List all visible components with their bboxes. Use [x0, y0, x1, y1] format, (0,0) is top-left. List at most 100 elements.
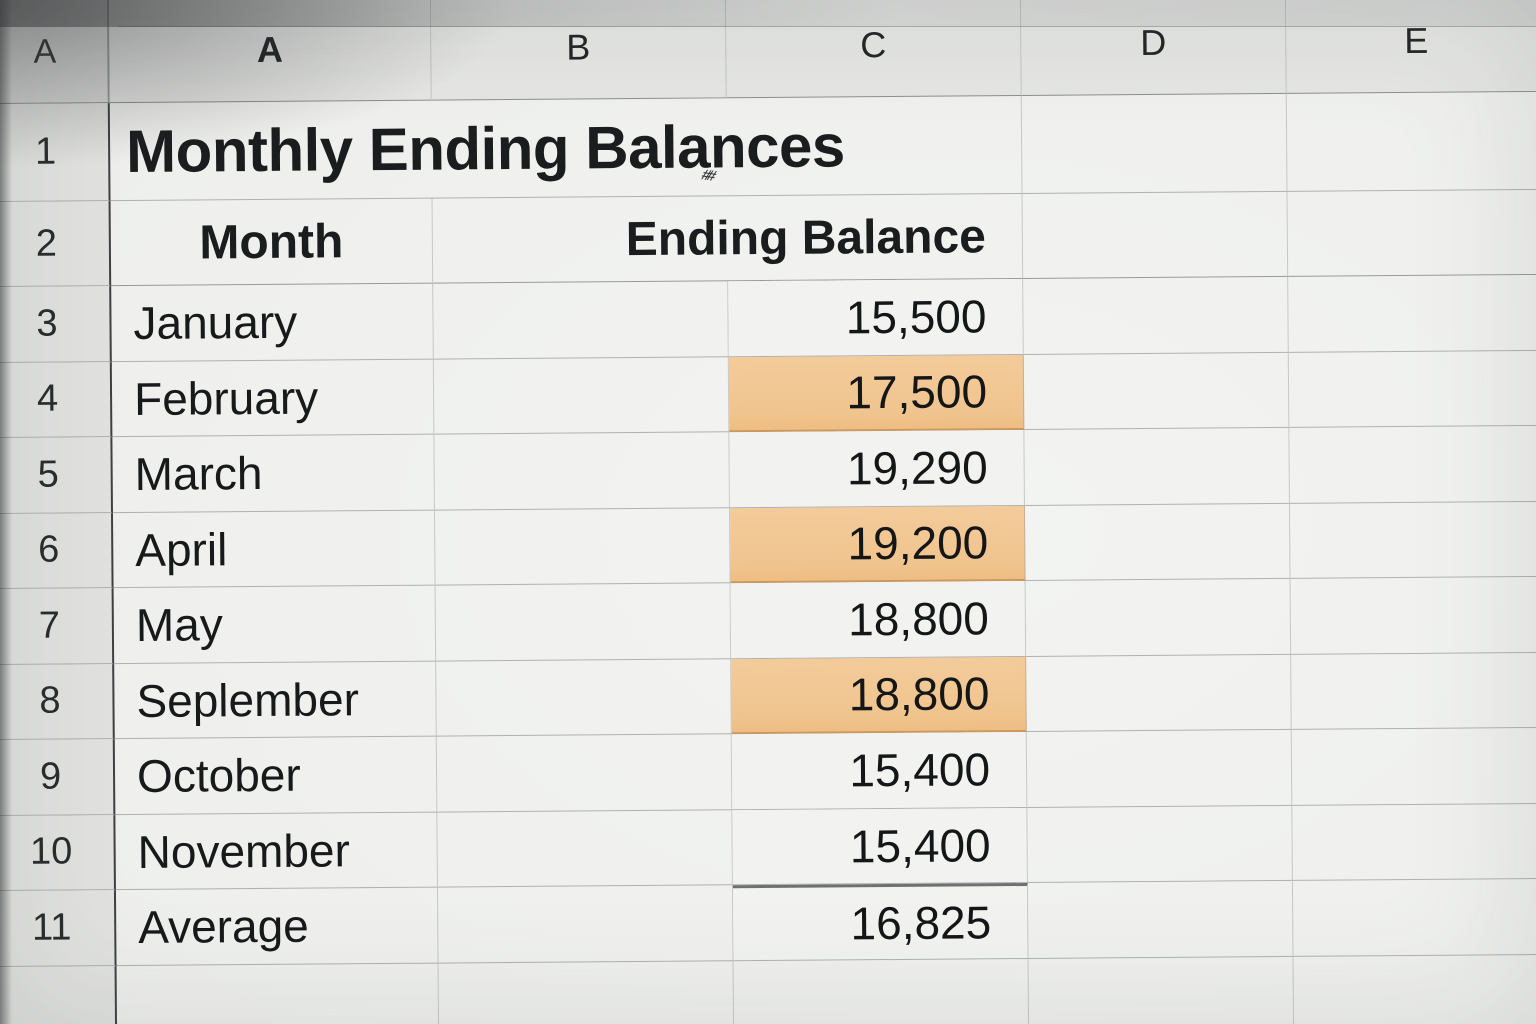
cell-month[interactable]: Seplember: [114, 661, 437, 740]
cell-d-empty[interactable]: [1023, 352, 1290, 430]
row-header-label: 8: [39, 679, 61, 722]
row-header[interactable]: 7: [0, 588, 115, 665]
cell-e-empty[interactable]: [1291, 652, 1536, 730]
cell-d-empty[interactable]: [1026, 729, 1293, 808]
column-header-d[interactable]: D: [1020, 0, 1287, 96]
month-cell-label: Seplember: [136, 672, 360, 727]
cell-value[interactable]: 16,825: [732, 882, 1029, 961]
month-cell-label: January: [133, 295, 298, 350]
cell-e-empty[interactable]: [1290, 576, 1536, 655]
cell-b-empty[interactable]: [437, 809, 733, 888]
cell-e-empty[interactable]: [1292, 803, 1536, 881]
cell-b-empty[interactable]: [434, 432, 730, 511]
cell-d-empty[interactable]: [1024, 427, 1290, 506]
cell-month[interactable]: Average: [115, 887, 439, 966]
value-cell-label: 15,400: [849, 743, 991, 797]
cell-b-empty[interactable]: [435, 583, 732, 662]
cell-empty-e[interactable]: [1293, 954, 1536, 1024]
cell-d-empty[interactable]: [1027, 880, 1294, 959]
row-header-1[interactable]: 1: [0, 103, 111, 203]
row-header[interactable]: 5: [0, 437, 113, 514]
cell-b-empty[interactable]: [434, 507, 731, 586]
row-header-2[interactable]: 2: [0, 201, 112, 288]
cell-empty-a[interactable]: [116, 963, 440, 1024]
cell-e-empty[interactable]: [1292, 878, 1536, 957]
column-header-e-label: E: [1404, 19, 1429, 61]
cell-value[interactable]: 15,400: [732, 807, 1028, 886]
row-header-label: 6: [38, 528, 60, 571]
cell-b-empty[interactable]: [436, 734, 733, 813]
cell-empty-c[interactable]: [733, 958, 1030, 1024]
row-header-label: 10: [29, 830, 73, 874]
column-header-d-label: D: [1140, 21, 1167, 63]
cell-value[interactable]: 18,800: [731, 656, 1027, 735]
cell-empty-b[interactable]: [438, 960, 735, 1024]
row-header[interactable]: 3: [0, 286, 112, 363]
cell-d1[interactable]: [1021, 93, 1288, 194]
cell-value[interactable]: 15,400: [731, 731, 1028, 810]
value-cell-label: 15,400: [849, 819, 991, 873]
cell-b-empty[interactable]: [437, 885, 734, 964]
cell-e1[interactable]: [1286, 91, 1536, 192]
cell-e-empty[interactable]: [1291, 727, 1536, 806]
row-header[interactable]: 6: [0, 512, 114, 590]
cell-balance-header[interactable]: Ending Balance: [432, 193, 1024, 284]
cell-b-empty[interactable]: [433, 281, 729, 360]
cell-value[interactable]: 17,500: [728, 354, 1025, 433]
column-header-b[interactable]: B: [430, 0, 727, 101]
balance-header-label: Ending Balance: [625, 209, 987, 266]
month-header-label: Month: [199, 214, 344, 269]
month-cell-label: October: [136, 748, 301, 803]
row-header[interactable]: 9: [0, 739, 116, 816]
column-header-a-label: A: [256, 28, 284, 70]
cell-d-empty[interactable]: [1023, 276, 1289, 355]
cell-e-empty[interactable]: [1288, 350, 1536, 428]
month-cell-label: April: [135, 522, 228, 576]
cell-d-empty[interactable]: [1027, 805, 1293, 883]
value-cell-label: 18,800: [848, 667, 990, 721]
column-header-a[interactable]: A: [108, 0, 432, 104]
cell-d2[interactable]: [1022, 191, 1289, 279]
corner-header-cell[interactable]: A: [0, 0, 110, 105]
cell-month[interactable]: January: [111, 283, 434, 362]
row-header-empty[interactable]: [0, 965, 118, 1024]
row-header[interactable]: 8: [0, 663, 115, 741]
cell-e2[interactable]: [1287, 189, 1536, 277]
value-cell-label: 16,825: [850, 896, 992, 950]
column-header-c[interactable]: C: [725, 0, 1022, 99]
cell-e-empty[interactable]: [1288, 274, 1536, 353]
cell-month[interactable]: May: [113, 585, 437, 664]
row-header[interactable]: 10: [0, 814, 116, 892]
cell-month[interactable]: November: [115, 812, 438, 891]
cell-e-empty[interactable]: [1289, 501, 1536, 579]
cell-d-empty[interactable]: [1025, 578, 1292, 657]
cell-month[interactable]: February: [111, 359, 435, 438]
row-header[interactable]: 11: [0, 890, 117, 967]
value-cell-label: 15,500: [845, 290, 987, 344]
cell-value[interactable]: 19,200: [729, 505, 1026, 584]
cell-month-header[interactable]: Month: [110, 198, 434, 287]
cell-month[interactable]: March: [112, 434, 435, 513]
row-header-1-label: 1: [34, 130, 57, 173]
month-cell-label: February: [133, 371, 319, 425]
cell-d-empty[interactable]: [1024, 503, 1291, 581]
row-header-label: 7: [38, 604, 61, 647]
column-header-c-label: C: [860, 23, 887, 65]
cell-value[interactable]: 15,500: [728, 278, 1024, 357]
corner-header-label: A: [33, 32, 57, 71]
row-header-label: 3: [36, 302, 58, 345]
cell-month[interactable]: April: [112, 510, 436, 589]
row-header[interactable]: 4: [0, 361, 113, 439]
cell-e-empty[interactable]: [1289, 425, 1536, 504]
cell-empty-d[interactable]: [1028, 956, 1295, 1024]
cell-month[interactable]: October: [114, 736, 438, 815]
cell-b-empty[interactable]: [433, 356, 730, 435]
cell-value[interactable]: 18,800: [730, 580, 1027, 659]
column-header-e[interactable]: E: [1285, 0, 1536, 94]
cell-b-empty[interactable]: [436, 658, 732, 737]
cell-d-empty[interactable]: [1026, 654, 1292, 732]
cell-value[interactable]: 19,290: [729, 429, 1025, 508]
sheet-title: Monthly Ending Balances: [125, 112, 845, 186]
cell-title[interactable]: Monthly Ending Balances: [109, 95, 1023, 202]
